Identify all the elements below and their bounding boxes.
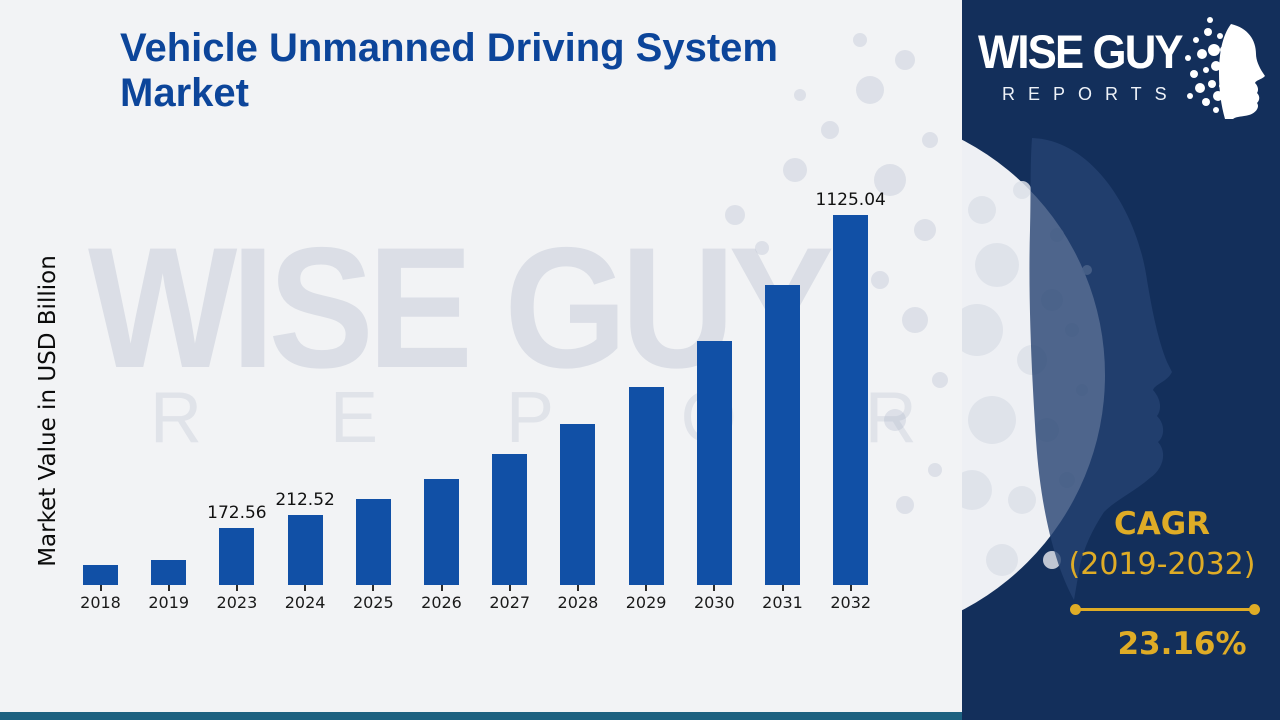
x-tick-2024 <box>304 585 307 591</box>
x-label-2032: 2032 <box>830 593 872 612</box>
x-tick-2032 <box>849 585 852 591</box>
logo-wiseguy-text: WISE GUY <box>978 25 1184 78</box>
x-tick-2030 <box>713 585 716 591</box>
x-label-2018: 2018 <box>80 593 121 612</box>
x-tick-2025 <box>372 585 375 591</box>
x-label-2025: 2025 <box>352 593 394 612</box>
x-label-2029: 2029 <box>625 593 667 612</box>
brand-logo: WISE GUY REPORTS <box>962 0 1280 140</box>
page-title: Vehicle Unmanned Driving System Market <box>120 26 778 115</box>
x-label-2026: 2026 <box>421 593 462 612</box>
bar-2018 <box>83 565 118 585</box>
value-label-2023: 172.56 <box>207 503 267 523</box>
bar-chart: 2018 2019 2023 172.56 2024 212.52 2025 2026 2027… <box>80 190 886 612</box>
x-label-2024: 2024 <box>284 593 326 612</box>
x-tick-2028 <box>576 585 579 591</box>
face-silhouette <box>1029 138 1172 600</box>
bar-2028 <box>560 424 596 585</box>
logo-reports-text: REPORTS <box>1002 84 1180 104</box>
bar-2026 <box>424 479 459 585</box>
x-tick-2019 <box>167 585 170 591</box>
logo-face-icon <box>1185 17 1265 119</box>
value-label-2024: 212.52 <box>275 490 335 510</box>
bar-2030 <box>696 341 732 585</box>
x-tick-2023 <box>235 585 238 591</box>
cagr-range: (2019-2032) <box>1068 547 1256 582</box>
x-label-2023: 2023 <box>216 593 258 612</box>
cagr-value: 23.16% <box>1117 626 1247 662</box>
bar-2027 <box>492 454 528 585</box>
bar-2025 <box>355 499 391 585</box>
brand-panel: WISE GUY REPORTS CAGR (2019-2032) 23.16% <box>962 0 1280 720</box>
x-label-2031: 2031 <box>762 593 803 612</box>
bar-2023 <box>219 528 255 585</box>
bar-2024 <box>287 515 323 585</box>
x-label-2028: 2028 <box>557 593 599 612</box>
cagr-block: CAGR (2019-2032) 23.16% <box>962 0 1280 720</box>
bar-2031 <box>765 285 800 585</box>
x-label-2027: 2027 <box>489 593 531 612</box>
bar-2019 <box>151 560 187 585</box>
bar-2032 <box>833 215 869 585</box>
x-tick-2018 <box>99 585 102 591</box>
bar-2029 <box>628 387 664 585</box>
x-tick-2031 <box>781 585 784 591</box>
cagr-heading: CAGR <box>1113 506 1211 542</box>
value-label-2032: 1125.04 <box>815 190 886 210</box>
panel-face-watermark <box>962 138 1172 611</box>
x-tick-2027 <box>508 585 511 591</box>
x-label-2030: 2030 <box>693 593 735 612</box>
x-tick-2029 <box>645 585 648 591</box>
x-tick-2026 <box>440 585 443 591</box>
x-label-2019: 2019 <box>148 593 190 612</box>
cagr-separator <box>1070 604 1260 615</box>
bottom-accent-strip <box>0 712 962 720</box>
